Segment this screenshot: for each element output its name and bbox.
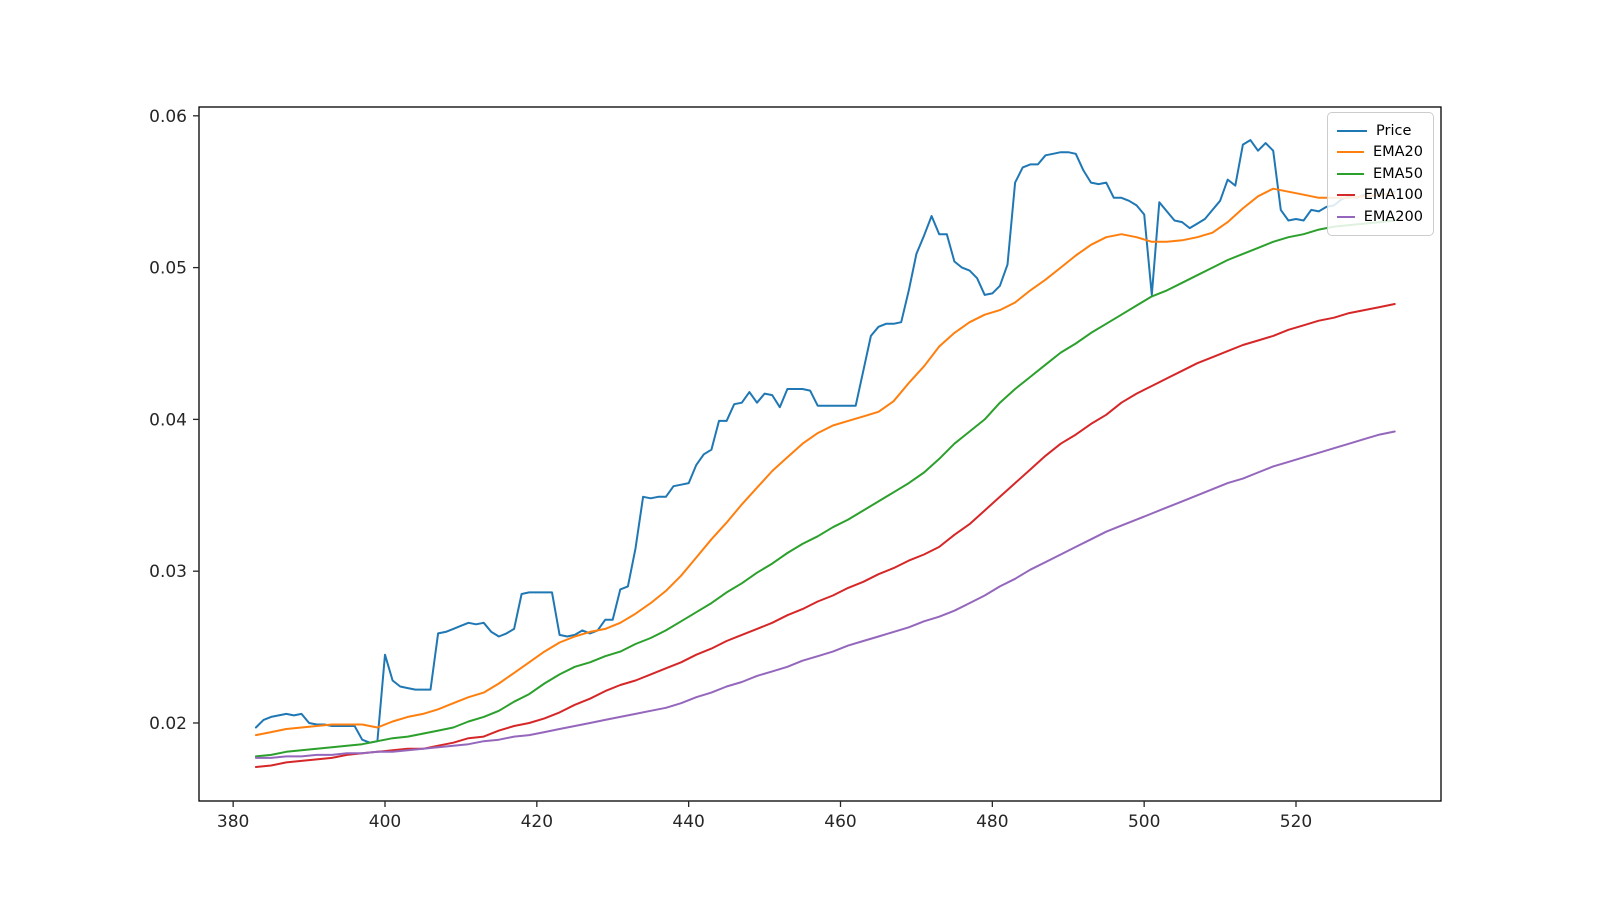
legend-label-ema20: EMA20: [1372, 144, 1423, 161]
y-tick-label: 0.06: [149, 107, 187, 127]
x-tick-label: 440: [672, 812, 704, 832]
legend-label-ema100: EMA100: [1363, 187, 1423, 204]
x-tick-label: 480: [976, 812, 1008, 832]
y-tick-label: 0.04: [149, 410, 187, 430]
price-line-swatch: [1337, 129, 1367, 132]
legend-item-price: Price: [1337, 120, 1423, 142]
ema200-line: [254, 430, 1396, 759]
x-tick-label: 380: [217, 812, 249, 832]
legend: Price EMA20 EMA50 EMA100 EMA200: [1327, 112, 1434, 236]
ema20-line-swatch: [1337, 151, 1364, 154]
x-tick-label: 520: [1280, 812, 1312, 832]
y-tick-label: 0.05: [149, 259, 187, 279]
x-tick-label: 500: [1128, 812, 1160, 832]
plot-border: [198, 106, 1442, 802]
legend-item-ema100: EMA100: [1337, 185, 1423, 207]
legend-label-ema200: EMA200: [1363, 208, 1423, 225]
y-tick-label: 0.02: [149, 714, 187, 734]
ema200-line-swatch: [1337, 215, 1355, 218]
legend-label-price: Price: [1376, 122, 1412, 139]
legend-item-ema20: EMA20: [1337, 142, 1423, 164]
ema50-line: [254, 219, 1396, 758]
legend-item-ema50: EMA50: [1337, 163, 1423, 185]
ema100-line-swatch: [1337, 194, 1355, 197]
ema20-line: [254, 187, 1396, 737]
x-tick-label: 460: [824, 812, 856, 832]
x-tick-label: 400: [369, 812, 401, 832]
y-tick-label: 0.03: [149, 562, 187, 582]
ema100-line: [254, 303, 1396, 768]
price-line: [254, 139, 1396, 744]
legend-item-ema200: EMA200: [1337, 206, 1423, 228]
ema50-line-swatch: [1337, 172, 1364, 175]
legend-label-ema50: EMA50: [1372, 165, 1423, 182]
x-tick-label: 420: [521, 812, 553, 832]
